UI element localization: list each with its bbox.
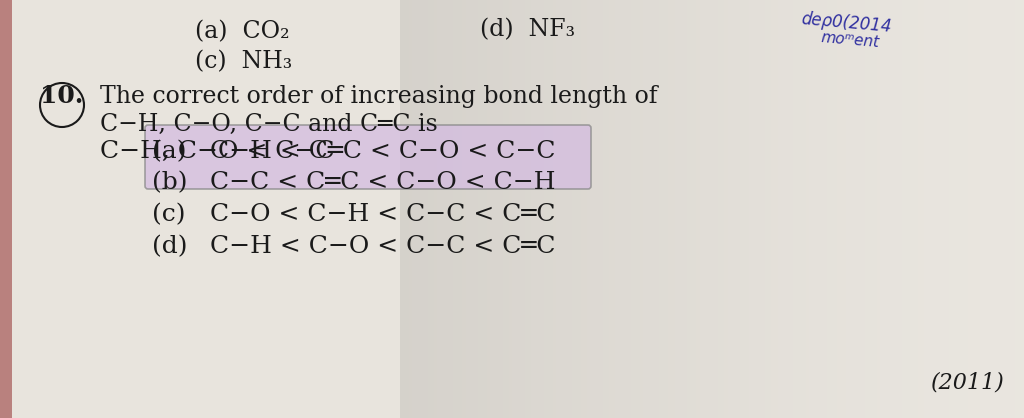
Text: (c): (c): [152, 203, 185, 226]
Text: (c)  NH₃: (c) NH₃: [195, 50, 292, 73]
Text: C−H < C−O < C−C < C═C: C−H < C−O < C−C < C═C: [210, 235, 555, 258]
Text: (a)  CO₂: (a) CO₂: [195, 20, 290, 43]
Text: C−C < C═C < C−O < C−H: C−C < C═C < C−O < C−H: [210, 171, 555, 194]
Text: C−H, C−O, C−C and C═C is: C−H, C−O, C−C and C═C is: [100, 113, 437, 136]
Text: C−H < C═C < C−O < C−C: C−H < C═C < C−O < C−C: [210, 140, 555, 163]
Text: (a): (a): [152, 140, 186, 163]
Text: (2011): (2011): [931, 371, 1005, 393]
Text: The correct order of increasing bond length of: The correct order of increasing bond len…: [100, 85, 657, 108]
Bar: [0, 0, 12, 418]
Text: deρ0(2014: deρ0(2014: [800, 10, 892, 36]
Text: 10.: 10.: [40, 84, 84, 108]
Text: C−H, C−O < C−C: C−H, C−O < C−C: [100, 140, 335, 163]
Text: C−O < C−H < C−C < C═C: C−O < C−H < C−C < C═C: [210, 203, 555, 226]
Text: moᵐent: moᵐent: [820, 30, 880, 50]
Text: (d)  NF₃: (d) NF₃: [480, 18, 575, 41]
Text: (b): (b): [152, 171, 187, 194]
Text: (d): (d): [152, 235, 187, 258]
FancyBboxPatch shape: [145, 125, 591, 189]
